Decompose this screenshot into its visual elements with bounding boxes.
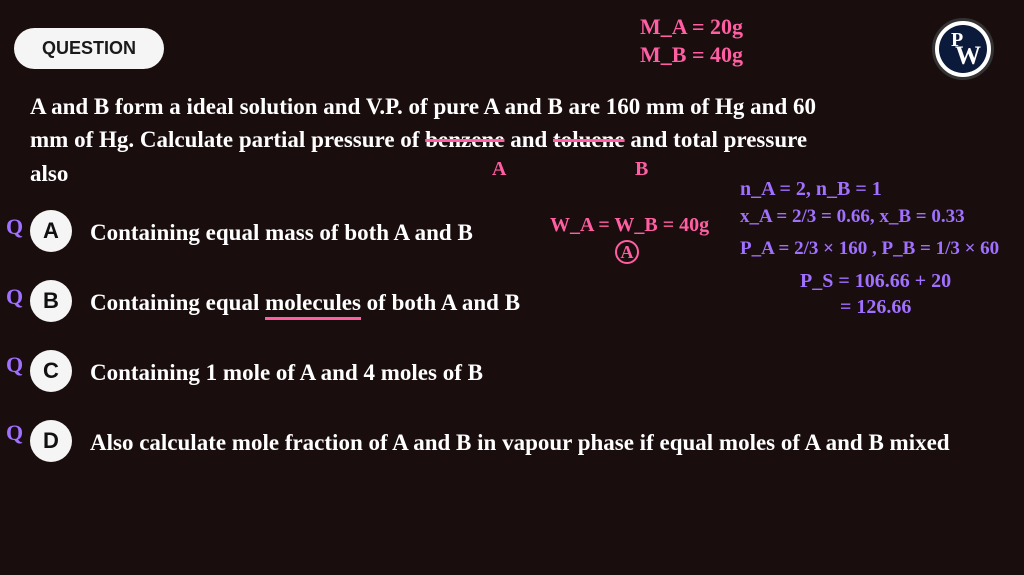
option-b[interactable]: B Containing equal molecules of both A a… (30, 280, 994, 322)
option-d-bullet: D (30, 420, 72, 462)
option-b-bullet: B (30, 280, 72, 322)
option-b-letter: B (43, 288, 59, 314)
option-c-letter: C (43, 358, 59, 384)
annotation-q-d: Q (6, 420, 23, 446)
question-badge: QUESTION (14, 28, 164, 69)
struck-word-2: toluene (553, 127, 625, 152)
annotation-ma: M_A = 20g (640, 14, 743, 40)
option-d-letter: D (43, 428, 59, 454)
option-d-text: Also calculate mole fraction of A and B … (90, 420, 950, 459)
options-list: A Containing equal mass of both A and B … (30, 210, 994, 490)
logo-letter-w: W (955, 41, 981, 71)
annotation-q-b: Q (6, 284, 23, 310)
option-a-letter: A (43, 218, 59, 244)
question-text: A and B form a ideal solution and V.P. o… (30, 90, 994, 190)
option-d[interactable]: D Also calculate mole fraction of A and … (30, 420, 994, 462)
question-line2-mid: and (504, 127, 553, 152)
question-badge-label: QUESTION (42, 38, 136, 58)
annotation-q-a: Q (6, 214, 23, 240)
option-a[interactable]: A Containing equal mass of both A and B (30, 210, 994, 252)
option-c[interactable]: C Containing 1 mole of A and 4 moles of … (30, 350, 994, 392)
annotation-q-c: Q (6, 352, 23, 378)
option-b-suffix: of both A and B (361, 290, 520, 315)
question-line3: also (30, 161, 68, 186)
option-b-text: Containing equal molecules of both A and… (90, 280, 520, 319)
annotation-mb: M_B = 40g (640, 42, 743, 68)
question-line1: A and B form a ideal solution and V.P. o… (30, 94, 816, 119)
brand-logo-inner: P W (939, 25, 987, 73)
option-b-underlined: molecules (265, 290, 361, 320)
option-b-prefix: Containing equal (90, 290, 265, 315)
option-c-text: Containing 1 mole of A and 4 moles of B (90, 350, 483, 389)
question-line2-suffix: and total pressure (625, 127, 808, 152)
question-line2-prefix: mm of Hg. Calculate partial pressure of (30, 127, 425, 152)
option-c-bullet: C (30, 350, 72, 392)
struck-word-1: benzene (425, 127, 504, 152)
brand-logo: P W (932, 18, 994, 80)
option-a-bullet: A (30, 210, 72, 252)
option-a-text: Containing equal mass of both A and B (90, 210, 473, 249)
